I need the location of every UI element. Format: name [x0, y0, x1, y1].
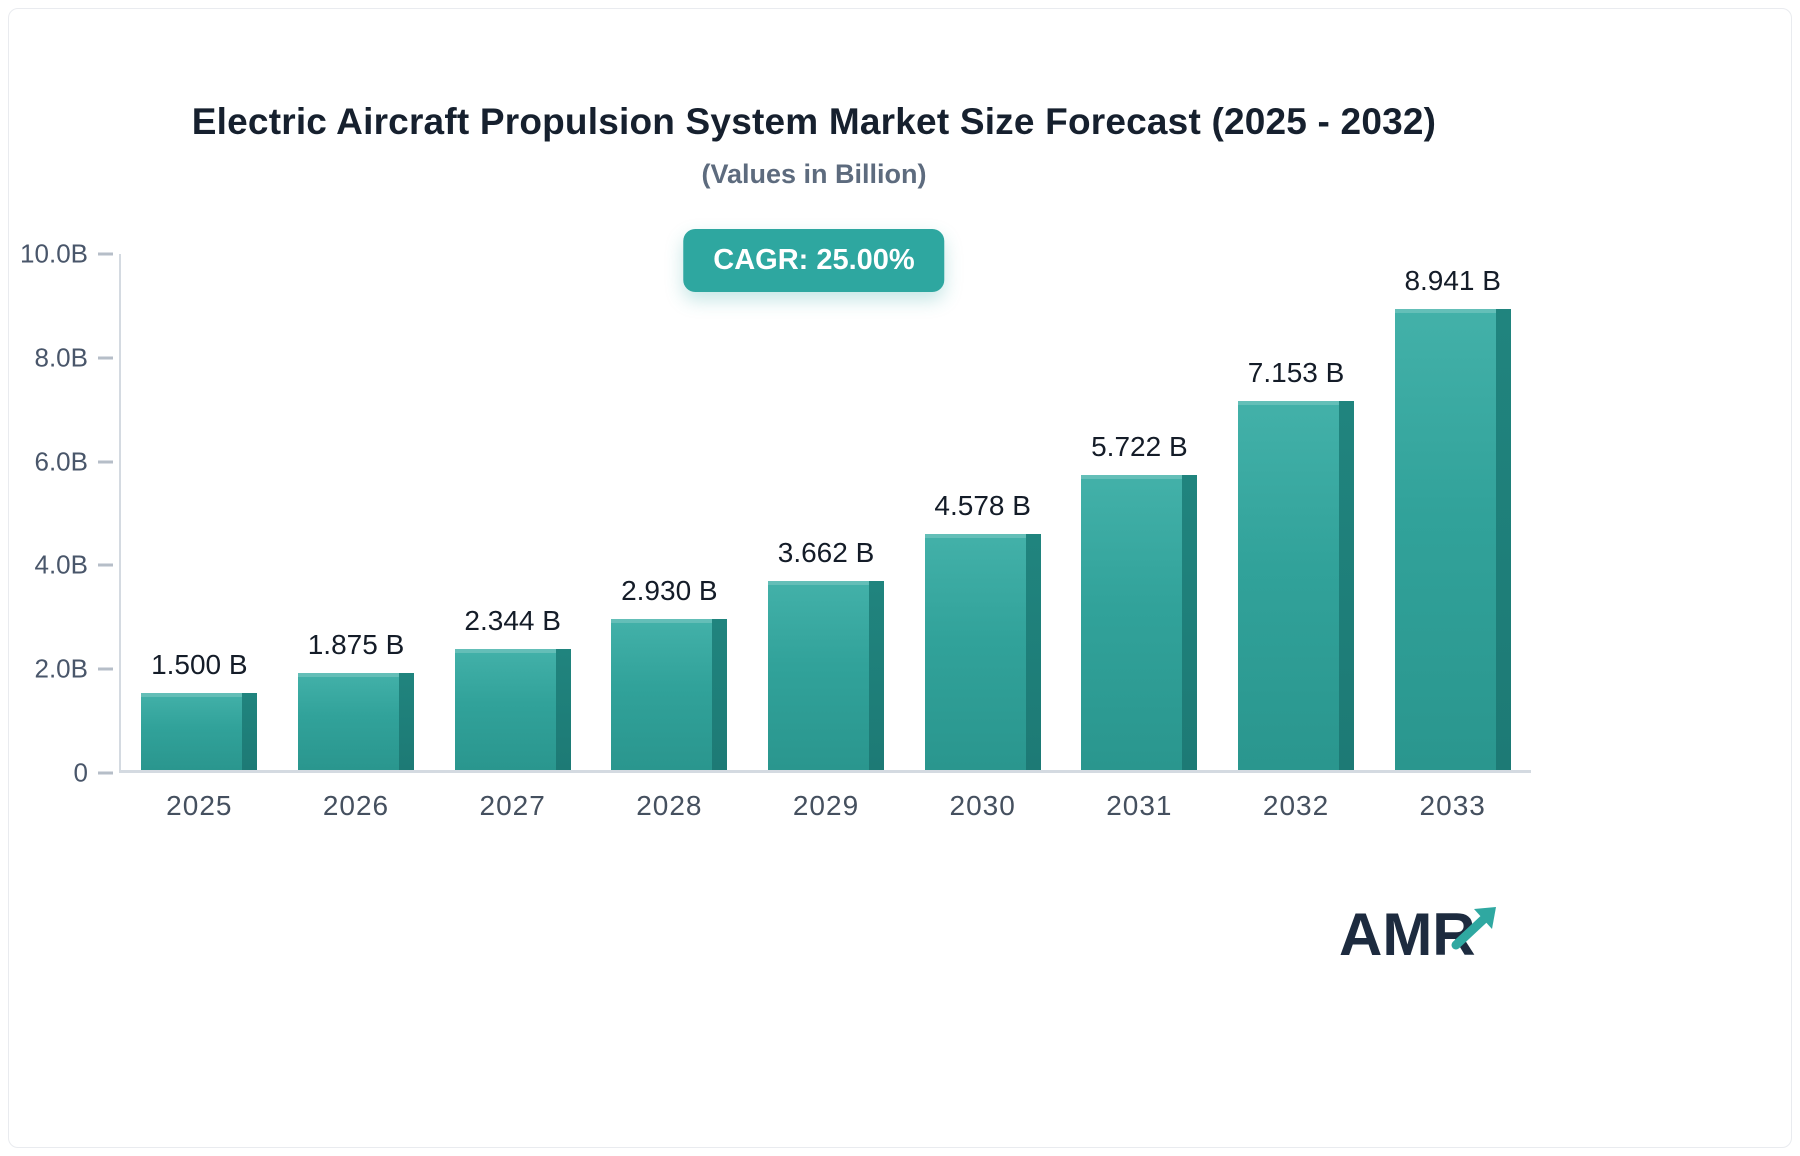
y-tick-label: 0: [73, 757, 88, 788]
bar-2033: [1394, 308, 1511, 771]
bar-group-2025: 1.500 B 2025: [121, 254, 278, 821]
bars-container: 1.500 B 2025 1.875 B 2026 2.344 B 2027 2.930 B…: [121, 254, 1531, 821]
value-label-2031: 5.722 B: [1091, 430, 1188, 462]
bar-2026: [298, 673, 414, 770]
y-tick-dash: [98, 460, 113, 464]
bar-group-2026: 1.875 B 2026: [278, 254, 435, 821]
y-tick-label: 2.0B: [34, 653, 89, 684]
x-tick-2033: 2033: [1419, 790, 1486, 821]
chart-subtitle: (Values in Billion): [701, 159, 927, 189]
y-tick-dash: [98, 563, 113, 567]
bar-group-2027: 2.344 B 2027: [434, 254, 591, 821]
y-axis: 10.0B 8.0B 6.0B 4.0B 2.0B 0: [9, 239, 113, 788]
bar-2029: [768, 581, 884, 770]
amr-logo-text: AMR: [1339, 901, 1476, 968]
chart-canvas: Electric Aircraft Propulsion System Mark…: [8, 8, 1792, 1148]
y-tick-4.0B: 4.0B: [34, 549, 113, 581]
bar-group-2028: 2.930 B 2028: [591, 254, 748, 821]
y-tick-label: 10.0B: [20, 238, 88, 269]
y-tick-label: 4.0B: [34, 549, 89, 580]
amr-logo: AMR: [1339, 905, 1502, 965]
x-tick-2025: 2025: [166, 790, 233, 821]
plot-area: 1.500 B 2025 1.875 B 2026 2.344 B 2027 2.930 B…: [119, 254, 1531, 821]
y-tick-2.0B: 2.0B: [34, 653, 113, 685]
y-tick-6.0B: 6.0B: [34, 446, 113, 477]
x-tick-2032: 2032: [1262, 790, 1330, 821]
chart-title: Electric Aircraft Propulsion System Mark…: [191, 101, 1437, 142]
value-label-2028: 2.930 B: [621, 574, 718, 606]
y-tick-0: 0: [74, 758, 113, 789]
x-tick-2029: 2029: [792, 790, 860, 821]
bar-group-2033: 8.941 B 2033: [1374, 254, 1531, 821]
bar-2030: [924, 533, 1041, 771]
y-tick-10.0B: 10.0B: [20, 239, 113, 270]
bar-2028: [611, 618, 728, 771]
y-tick-label: 6.0B: [34, 446, 89, 477]
x-tick-2028: 2028: [636, 790, 703, 821]
chart-header: Electric Aircraft Propulsion System Mark…: [9, 9, 1619, 190]
value-label-2030: 4.578 B: [934, 489, 1031, 521]
value-label-2027: 2.344 B: [464, 605, 561, 637]
value-label-2029: 3.662 B: [777, 537, 875, 569]
x-tick-2031: 2031: [1106, 790, 1173, 821]
y-tick-dash: [98, 252, 113, 256]
y-tick-dash: [98, 771, 113, 775]
value-label-2026: 1.875 B: [307, 629, 405, 661]
x-tick-2027: 2027: [479, 790, 546, 821]
x-tick-2026: 2026: [322, 790, 390, 821]
cagr-badge: CAGR: 25.00%: [683, 229, 945, 292]
value-label-2025: 1.500 B: [151, 648, 248, 680]
bar-group-2031: 5.722 B 2031: [1061, 254, 1218, 821]
bar-group-2032: 7.153 B 2032: [1218, 254, 1375, 821]
bar-2027: [454, 649, 571, 770]
x-tick-2030: 2030: [949, 790, 1016, 821]
value-label-2032: 7.153 B: [1247, 356, 1345, 388]
y-tick-label: 8.0B: [34, 342, 89, 373]
bar-2032: [1238, 400, 1354, 771]
y-tick-dash: [98, 667, 113, 671]
bar-group-2029: 3.662 B 2029: [748, 254, 905, 821]
bar-group-2030: 4.578 B 2030: [904, 254, 1061, 821]
value-label-2033: 8.941 B: [1404, 264, 1501, 296]
bar-2025: [141, 692, 258, 771]
y-tick-dash: [98, 356, 113, 360]
y-tick-8.0B: 8.0B: [34, 342, 113, 373]
logo-arrow-icon: [1451, 907, 1496, 950]
bar-2031: [1081, 474, 1198, 771]
